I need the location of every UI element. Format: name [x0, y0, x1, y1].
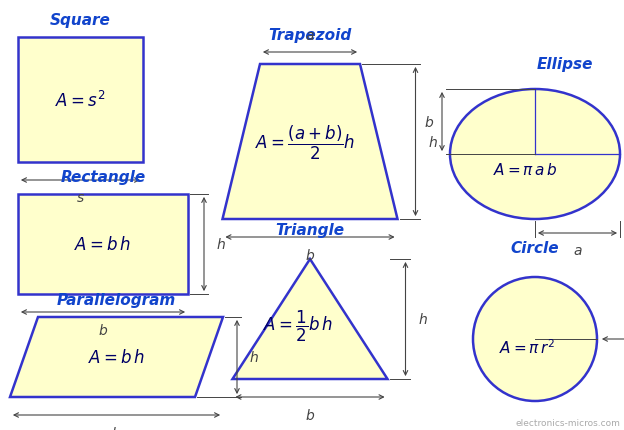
Text: $h$: $h$	[249, 350, 259, 365]
Text: $A=b\,h$: $A=b\,h$	[74, 236, 132, 253]
Bar	[18, 194, 188, 294]
Text: $a$: $a$	[305, 29, 314, 43]
Text: $b$: $b$	[112, 425, 122, 430]
Text: $b$: $b$	[305, 247, 315, 262]
Bar	[18, 38, 143, 163]
Polygon shape	[10, 317, 223, 397]
Text: Triangle: Triangle	[275, 222, 344, 237]
Text: $h$: $h$	[216, 237, 226, 252]
Polygon shape	[233, 259, 388, 379]
Text: Square: Square	[50, 13, 111, 28]
Text: Rectangle: Rectangle	[61, 169, 145, 184]
Text: $A=\pi\,a\,b$: $A=\pi\,a\,b$	[493, 162, 557, 178]
Text: $A=s^2$: $A=s^2$	[56, 90, 105, 110]
Text: Circle: Circle	[510, 240, 559, 255]
Text: $a$: $a$	[573, 243, 582, 258]
Text: $A=\dfrac{(a+b)}{2}h$: $A=\dfrac{(a+b)}{2}h$	[255, 123, 355, 161]
Text: $A=\pi\,r^2$: $A=\pi\,r^2$	[499, 338, 555, 356]
Ellipse shape	[473, 277, 597, 401]
Text: $b$: $b$	[424, 115, 434, 130]
Text: $b$: $b$	[305, 407, 315, 422]
Ellipse shape	[450, 90, 620, 219]
Text: $h$: $h$	[427, 135, 437, 150]
Text: $b$: $b$	[98, 322, 108, 337]
Text: Parallelogram: Parallelogram	[57, 292, 176, 307]
Text: $A=b\,h$: $A=b\,h$	[88, 348, 145, 366]
Text: Ellipse: Ellipse	[537, 57, 593, 72]
Text: $A=\dfrac{1}{2}b\,h$: $A=\dfrac{1}{2}b\,h$	[263, 308, 333, 343]
Text: $h$: $h$	[417, 312, 427, 327]
Polygon shape	[223, 65, 397, 219]
Text: electronics-micros.com: electronics-micros.com	[515, 418, 620, 427]
Text: Trapezoid: Trapezoid	[268, 28, 352, 43]
Text: $s$: $s$	[76, 190, 85, 205]
